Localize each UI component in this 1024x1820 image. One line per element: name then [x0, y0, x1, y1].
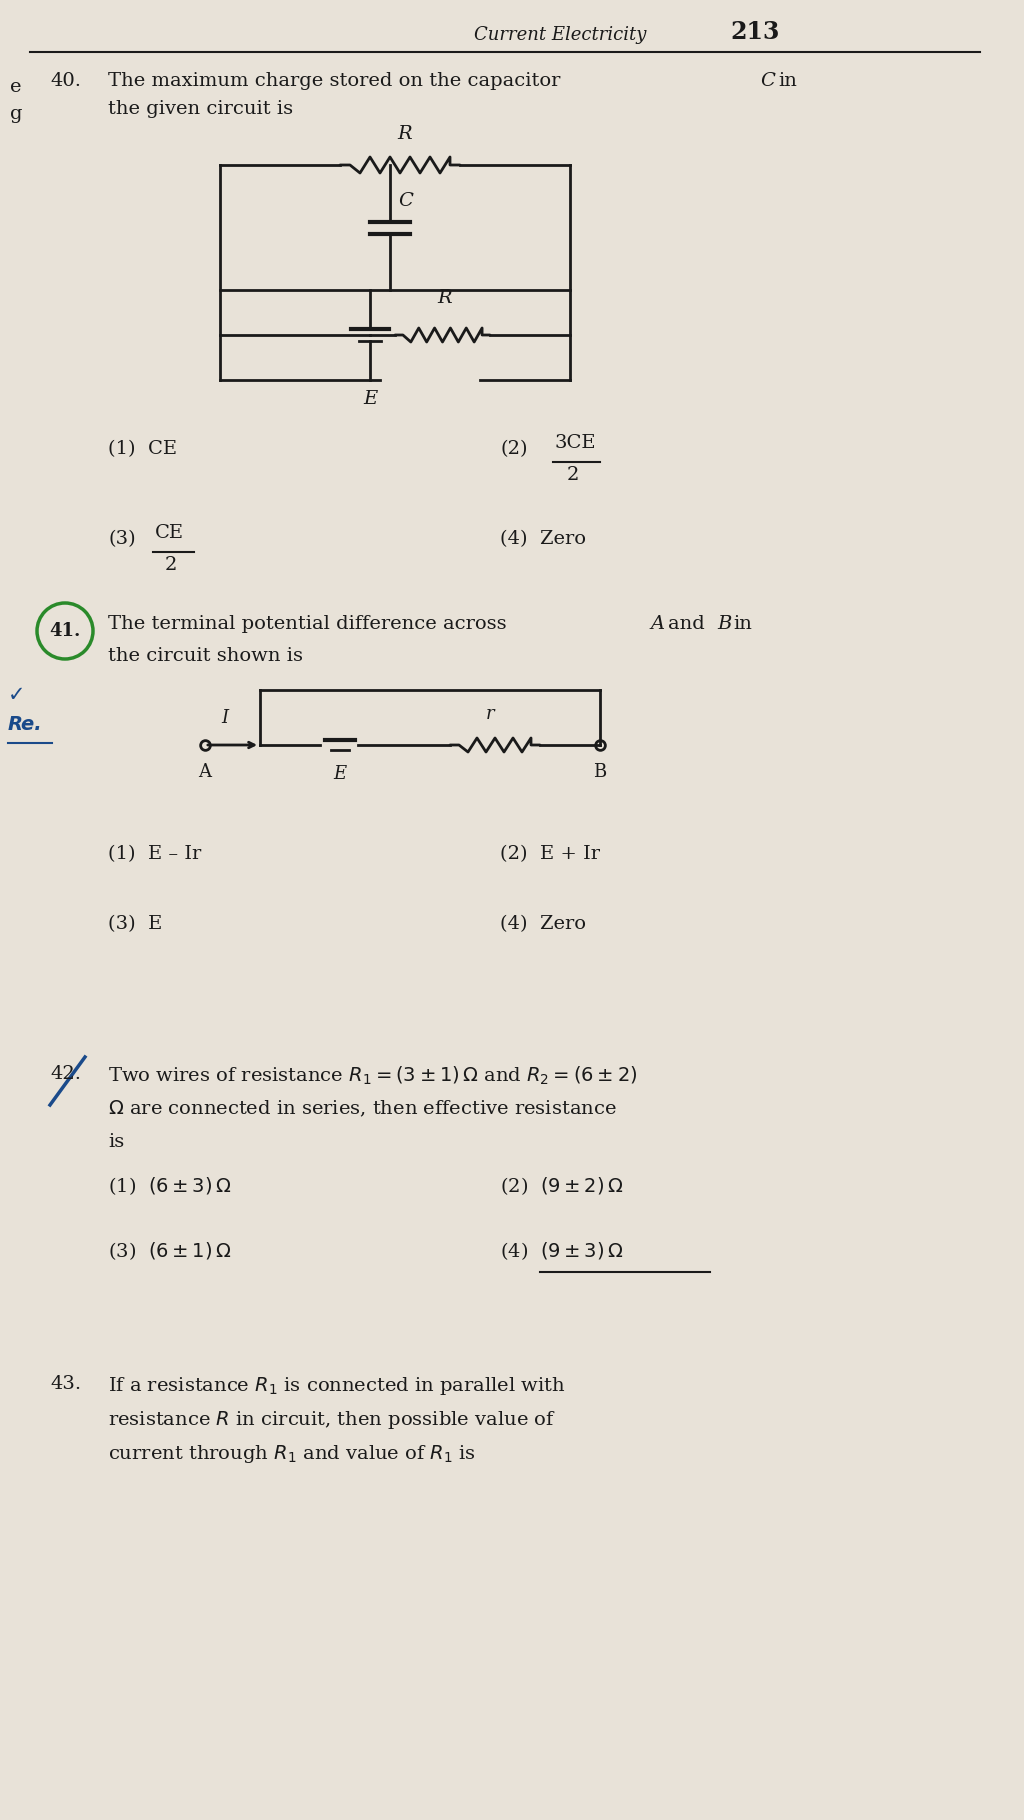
Text: (4)  Zero: (4) Zero: [500, 915, 586, 934]
Text: (3)  $(6 \pm 1)\,\Omega$: (3) $(6 \pm 1)\,\Omega$: [108, 1239, 231, 1261]
Text: the circuit shown is: the circuit shown is: [108, 646, 303, 664]
Text: Two wires of resistance $R_1 = (3 \pm 1)\,\Omega$ and $R_2 = (6 \pm 2)$: Two wires of resistance $R_1 = (3 \pm 1)…: [108, 1065, 638, 1087]
Text: 2: 2: [567, 466, 580, 484]
Text: E: E: [362, 389, 377, 408]
Text: Re.: Re.: [8, 715, 43, 733]
Text: in: in: [778, 73, 797, 89]
Text: is: is: [108, 1134, 124, 1150]
Text: (4)  Zero: (4) Zero: [500, 530, 586, 548]
Text: current through $R_1$ and value of $R_1$ is: current through $R_1$ and value of $R_1$…: [108, 1443, 476, 1465]
Text: 41.: 41.: [49, 622, 81, 641]
Text: R: R: [437, 289, 453, 308]
Text: (3)  E: (3) E: [108, 915, 162, 934]
Text: If a resistance $R_1$ is connected in parallel with: If a resistance $R_1$ is connected in pa…: [108, 1374, 566, 1398]
Text: (1)  E – Ir: (1) E – Ir: [108, 844, 202, 863]
Text: 2: 2: [165, 555, 177, 573]
Text: $\Omega$ are connected in series, then effective resistance: $\Omega$ are connected in series, then e…: [108, 1099, 616, 1119]
Text: g: g: [10, 106, 23, 124]
Text: 3CE: 3CE: [555, 433, 597, 451]
Text: 40.: 40.: [50, 73, 81, 89]
Text: (1)  $(6 \pm 3)\,\Omega$: (1) $(6 \pm 3)\,\Omega$: [108, 1176, 231, 1198]
Text: the given circuit is: the given circuit is: [108, 100, 293, 118]
Text: (2): (2): [500, 440, 527, 459]
Text: 213: 213: [730, 20, 779, 44]
Text: (2)  $(9 \pm 2)\,\Omega$: (2) $(9 \pm 2)\,\Omega$: [500, 1176, 624, 1198]
Text: and: and: [668, 615, 705, 633]
Text: in: in: [733, 615, 752, 633]
Text: r: r: [485, 704, 495, 723]
Text: resistance $R$ in circuit, then possible value of: resistance $R$ in circuit, then possible…: [108, 1409, 556, 1431]
Text: Current Electricity: Current Electricity: [474, 25, 646, 44]
Text: The maximum charge stored on the capacitor: The maximum charge stored on the capacit…: [108, 73, 560, 89]
Text: 43.: 43.: [50, 1374, 81, 1392]
Text: I: I: [221, 710, 228, 726]
Text: R: R: [397, 126, 413, 144]
Text: B: B: [593, 763, 606, 781]
Text: CE: CE: [155, 524, 184, 542]
Text: (2)  E + Ir: (2) E + Ir: [500, 844, 600, 863]
Text: C: C: [398, 191, 413, 209]
Text: C: C: [760, 73, 775, 89]
Text: 42.: 42.: [50, 1065, 81, 1083]
Text: The terminal potential difference across: The terminal potential difference across: [108, 615, 507, 633]
Text: ✓: ✓: [8, 684, 26, 704]
Text: B: B: [717, 615, 731, 633]
Text: e: e: [10, 78, 22, 96]
Text: A: A: [199, 763, 212, 781]
Text: (1)  CE: (1) CE: [108, 440, 177, 459]
Text: (3): (3): [108, 530, 135, 548]
Text: A: A: [650, 615, 665, 633]
Text: E: E: [334, 764, 346, 783]
Text: (4)  $(9 \pm 3)\,\Omega$: (4) $(9 \pm 3)\,\Omega$: [500, 1239, 624, 1261]
